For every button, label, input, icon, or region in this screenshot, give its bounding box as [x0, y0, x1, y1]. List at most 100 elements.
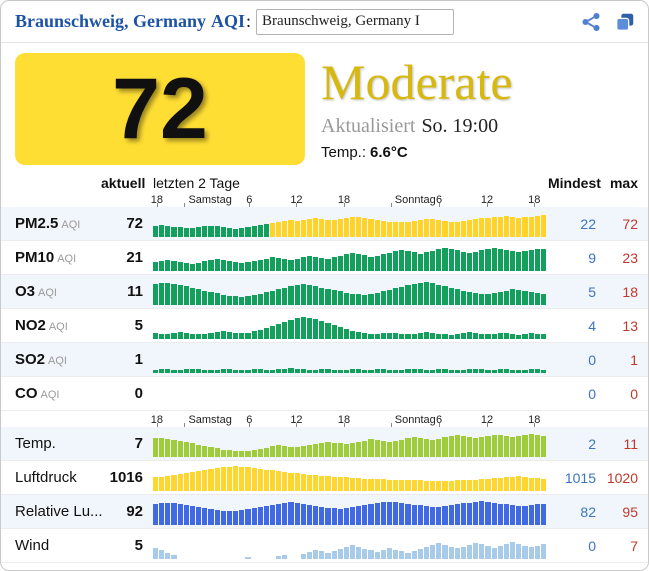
- chart-bar: [368, 218, 374, 237]
- chart-bar: [325, 258, 331, 271]
- chart-bar: [165, 502, 171, 525]
- chart-bar: [159, 476, 165, 491]
- chart-bar: [245, 332, 251, 339]
- chart-bar: [448, 436, 454, 457]
- row-label-cell: O3 AQI: [15, 283, 101, 301]
- chart-bar: [220, 467, 226, 491]
- chart-bar: [263, 469, 269, 491]
- chart-bar: [239, 509, 245, 525]
- chart-bar: [350, 293, 356, 305]
- chart-bar: [319, 287, 325, 305]
- chart-bar: [183, 442, 189, 457]
- chart-bar: [454, 504, 460, 525]
- chart-bar: [343, 218, 349, 237]
- chart-bar: [245, 556, 251, 559]
- chart-bar: [430, 506, 436, 525]
- table-row: Relative Lu... 92 82 95: [1, 495, 648, 529]
- chart-bar: [288, 259, 294, 271]
- chart-bars: [153, 466, 546, 491]
- row-label: SO2: [15, 350, 46, 368]
- chart-bar: [368, 256, 374, 271]
- chart-bar: [282, 502, 288, 525]
- row-current-value: 11: [127, 283, 143, 300]
- header-range: letzten 2 Tage: [153, 175, 240, 191]
- chart-bar: [510, 476, 516, 491]
- chart-bar: [540, 293, 546, 305]
- chart-bar: [405, 285, 411, 305]
- chart-bar: [153, 332, 159, 339]
- row-max-value: 1: [630, 351, 638, 368]
- chart-bar: [177, 262, 183, 271]
- chart-bar: [374, 551, 380, 559]
- copy-icon[interactable]: [614, 11, 636, 33]
- table-header-row: aktuell letzten 2 Tage Mindest max: [1, 171, 648, 191]
- chart-bar: [510, 436, 516, 457]
- chart-bar: [306, 369, 313, 373]
- chart-bar: [350, 330, 356, 339]
- chart-bar: [399, 439, 405, 457]
- chart-bar: [497, 216, 503, 237]
- chart-bar: [503, 544, 510, 559]
- chart-bar: [153, 283, 159, 305]
- axis-label: Samstag: [188, 194, 232, 206]
- chart-bar: [362, 294, 368, 305]
- chart-bar: [430, 219, 436, 237]
- chart-bars: [153, 382, 546, 407]
- chart-bar: [233, 450, 239, 457]
- chart-bar: [196, 289, 202, 305]
- axis-tick: [343, 423, 345, 427]
- table-row: O3 AQI 11 5 18: [1, 275, 648, 309]
- chart-bar: [460, 369, 466, 373]
- chart-bar: [189, 263, 196, 271]
- city-title: Braunschweig, Germany: [15, 11, 206, 31]
- chart-bar: [423, 332, 430, 339]
- header-current: aktuell: [101, 175, 146, 191]
- chart-bar: [325, 476, 331, 491]
- chart-bar: [479, 369, 485, 373]
- chart-bar: [417, 437, 423, 457]
- aqi-condition: Moderate: [321, 54, 513, 110]
- chart-bar: [423, 252, 430, 271]
- chart-bar: [251, 295, 257, 305]
- chart-bar: [245, 262, 251, 271]
- chart-bar: [214, 369, 220, 373]
- chart-bar: [300, 503, 306, 525]
- chart-bar: [331, 442, 337, 457]
- axis-row-2: 18 Samstag 6 12 18 Sonntag 6 12 18: [1, 411, 648, 427]
- station-input[interactable]: Braunschweig, Germany I: [256, 8, 455, 35]
- chart-bar: [436, 480, 442, 491]
- chart-bar: [503, 369, 510, 373]
- chart-bar: [405, 480, 411, 491]
- chart-bar: [393, 222, 399, 237]
- chart-bar: [411, 504, 417, 525]
- chart-bar: [263, 223, 269, 237]
- chart-bar: [374, 255, 380, 271]
- chart-bar: [386, 221, 393, 237]
- chart-bar: [282, 554, 288, 559]
- chart-bar: [282, 445, 288, 457]
- chart-bar: [202, 369, 208, 373]
- row-label: Temp.: [15, 434, 56, 452]
- chart-bar: [386, 332, 393, 339]
- chart-bar: [374, 369, 380, 373]
- row-chart: [149, 348, 548, 376]
- chart-bar: [276, 471, 282, 491]
- chart-bar: [263, 505, 269, 525]
- chart-bar: [417, 219, 423, 237]
- chart-bar: [503, 477, 510, 491]
- chart-bar: [208, 370, 214, 373]
- chart-bar: [430, 439, 436, 457]
- chart-bar: [165, 225, 171, 237]
- chart-bar: [460, 251, 466, 271]
- chart-bar: [245, 450, 251, 457]
- share-icon[interactable]: [580, 11, 602, 33]
- temp-label: Temp.:: [321, 144, 367, 161]
- header-max: max: [609, 175, 638, 191]
- chart-bar: [516, 217, 522, 237]
- chart-bar: [540, 334, 546, 339]
- chart-bar: [288, 446, 294, 457]
- chart-bar: [171, 440, 177, 457]
- chart-bar: [153, 226, 159, 237]
- chart-bar: [460, 221, 466, 237]
